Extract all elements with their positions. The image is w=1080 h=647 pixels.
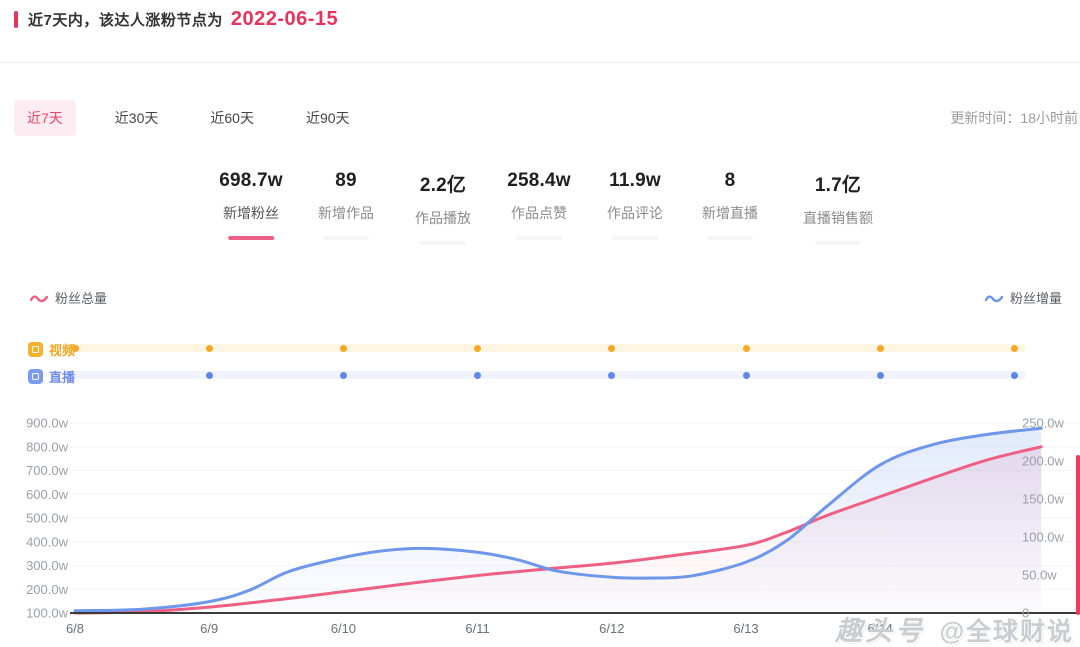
stat-label: 作品播放 xyxy=(415,210,471,226)
stat-active-underline xyxy=(228,236,274,240)
marker-dot-直播-2[interactable] xyxy=(339,371,347,379)
stat-value: 89 xyxy=(335,170,357,191)
marker-band xyxy=(68,371,1026,379)
marker-dot-直播-7[interactable] xyxy=(1010,371,1018,379)
stat-label: 新增粉丝 xyxy=(223,205,279,221)
stat-active-underline xyxy=(420,241,466,245)
stat-value: 698.7w xyxy=(219,170,283,191)
stat-新增直播[interactable]: 8 新增直播 xyxy=(702,170,758,240)
marker-dot-视频-7[interactable] xyxy=(1010,344,1018,352)
svg-text:400.0w: 400.0w xyxy=(26,534,69,549)
svg-text:6/14: 6/14 xyxy=(868,621,893,636)
stat-新增作品[interactable]: 89 新增作品 xyxy=(318,170,374,240)
note-text: 近7天内，该达人涨粉节点为 xyxy=(28,12,223,29)
stat-active-underline xyxy=(815,241,861,245)
stat-active-underline xyxy=(516,236,562,240)
marker-dot-视频-6[interactable] xyxy=(876,344,884,352)
stat-value: 1.7亿 xyxy=(814,175,862,196)
legend-fans-total[interactable]: 粉丝总量 xyxy=(30,288,107,307)
legend-fans-total-label: 粉丝总量 xyxy=(55,291,108,306)
time-range-tabs: 近7天 近30天 近60天 近90天 xyxy=(14,100,1080,136)
svg-text:900.0w: 900.0w xyxy=(26,416,69,431)
tab-近60天[interactable]: 近60天 xyxy=(210,110,254,126)
marker-dot-直播-4[interactable] xyxy=(608,371,616,379)
tab-近90天[interactable]: 近90天 xyxy=(305,110,350,126)
legend-fans-increase[interactable]: 粉丝增量 xyxy=(984,288,1062,307)
scrollbar-thumb[interactable] xyxy=(1076,455,1080,615)
svg-text:150.0w: 150.0w xyxy=(1022,492,1065,507)
svg-text:6/11: 6/11 xyxy=(465,621,489,636)
stat-label: 作品评论 xyxy=(607,205,663,221)
marker-dot-视频-4[interactable] xyxy=(608,344,616,352)
stat-作品点赞[interactable]: 258.4w 作品点赞 xyxy=(507,170,571,240)
stat-active-underline xyxy=(707,236,753,240)
svg-text:300.0w: 300.0w xyxy=(26,558,69,573)
legend-fans-increase-label: 粉丝增量 xyxy=(1009,291,1062,306)
marker-dot-视频-5[interactable] xyxy=(742,344,750,352)
marker-dot-直播-6[interactable] xyxy=(876,371,884,379)
marker-dot-视频-0[interactable] xyxy=(71,344,79,352)
svg-text:6/12: 6/12 xyxy=(599,621,624,636)
svg-text:100.0w: 100.0w xyxy=(1022,530,1065,545)
marker-dot-视频-1[interactable] xyxy=(205,344,213,352)
svg-text:6/13: 6/13 xyxy=(733,621,758,636)
marker-row-label: 直播 xyxy=(28,367,75,386)
svg-text:6/10: 6/10 xyxy=(331,621,356,636)
marker-row-视频: 视频 xyxy=(0,339,1080,359)
toolbar: 近7天 近30天 近60天 近90天 更新时间：18小时前 xyxy=(14,100,1080,136)
highlight-note: 近7天内，该达人涨粉节点为 2022-06-15 xyxy=(14,8,338,31)
note-accent-bar xyxy=(14,11,18,28)
wave-icon-blue xyxy=(984,295,1003,302)
tab-近7天[interactable]: 近7天 xyxy=(14,100,76,136)
marker-row-label: 视频 xyxy=(28,340,75,359)
stat-value: 11.9w xyxy=(609,170,661,191)
stat-value: 258.4w xyxy=(507,170,571,191)
stat-label: 新增作品 xyxy=(318,205,374,221)
chart-canvas: 900.0w 800.0w 700.0w 600.0w 500.0w 400.0w 300.… xyxy=(26,416,1080,636)
svg-text:250.0w: 250.0w xyxy=(1022,416,1065,431)
stat-active-underline xyxy=(612,236,658,240)
stat-value: 2.2亿 xyxy=(419,175,467,196)
wave-icon-pink xyxy=(30,295,48,302)
stat-value: 8 xyxy=(724,170,736,191)
marker-band xyxy=(68,344,1026,352)
live-icon xyxy=(28,369,43,384)
fans-trend-chart: 900.0w 800.0w 700.0w 600.0w 500.0w 400.0w 300.… xyxy=(0,395,1080,647)
stat-直播销售额[interactable]: 1.7亿直播销售额 xyxy=(803,170,873,245)
svg-text:0: 0 xyxy=(1022,606,1029,621)
tab-近30天[interactable]: 近30天 xyxy=(114,110,159,126)
svg-text:700.0w: 700.0w xyxy=(26,463,69,478)
note-date: 2022-06-15 xyxy=(230,8,339,30)
svg-text:800.0w: 800.0w xyxy=(26,439,69,454)
update-time: 更新时间：18小时前 xyxy=(950,110,1078,126)
stat-label: 直播销售额 xyxy=(803,210,873,226)
marker-dot-视频-3[interactable] xyxy=(474,344,482,352)
svg-text:200.0w: 200.0w xyxy=(26,582,69,597)
stats-row: 698.7w 新增粉丝 89 新增作品 2.2亿作品播放 258.4w 作品点赞 11.9w 作… xyxy=(0,170,1080,256)
stat-作品评论[interactable]: 11.9w 作品评论 xyxy=(607,170,663,240)
svg-text:6/9: 6/9 xyxy=(200,621,218,636)
svg-text:600.0w: 600.0w xyxy=(26,487,69,502)
marker-row-直播: 直播 xyxy=(0,366,1080,386)
section-divider xyxy=(0,62,1080,63)
stat-active-underline xyxy=(323,236,369,240)
video-icon xyxy=(28,342,43,357)
stat-作品播放[interactable]: 2.2亿作品播放 xyxy=(415,170,471,245)
svg-text:200.0w: 200.0w xyxy=(1022,454,1065,469)
marker-dot-直播-5[interactable] xyxy=(742,371,750,379)
stat-label: 作品点赞 xyxy=(511,205,567,221)
svg-text:100.0w: 100.0w xyxy=(26,606,69,621)
marker-dot-直播-1[interactable] xyxy=(205,371,213,379)
marker-dot-视频-2[interactable] xyxy=(339,344,347,352)
svg-text:50.0w: 50.0w xyxy=(1022,568,1057,583)
stat-新增粉丝[interactable]: 698.7w 新增粉丝 xyxy=(219,170,283,240)
marker-dot-直播-3[interactable] xyxy=(474,371,482,379)
svg-text:6/8: 6/8 xyxy=(66,621,84,636)
stat-label: 新增直播 xyxy=(702,205,758,221)
svg-text:500.0w: 500.0w xyxy=(26,511,69,526)
